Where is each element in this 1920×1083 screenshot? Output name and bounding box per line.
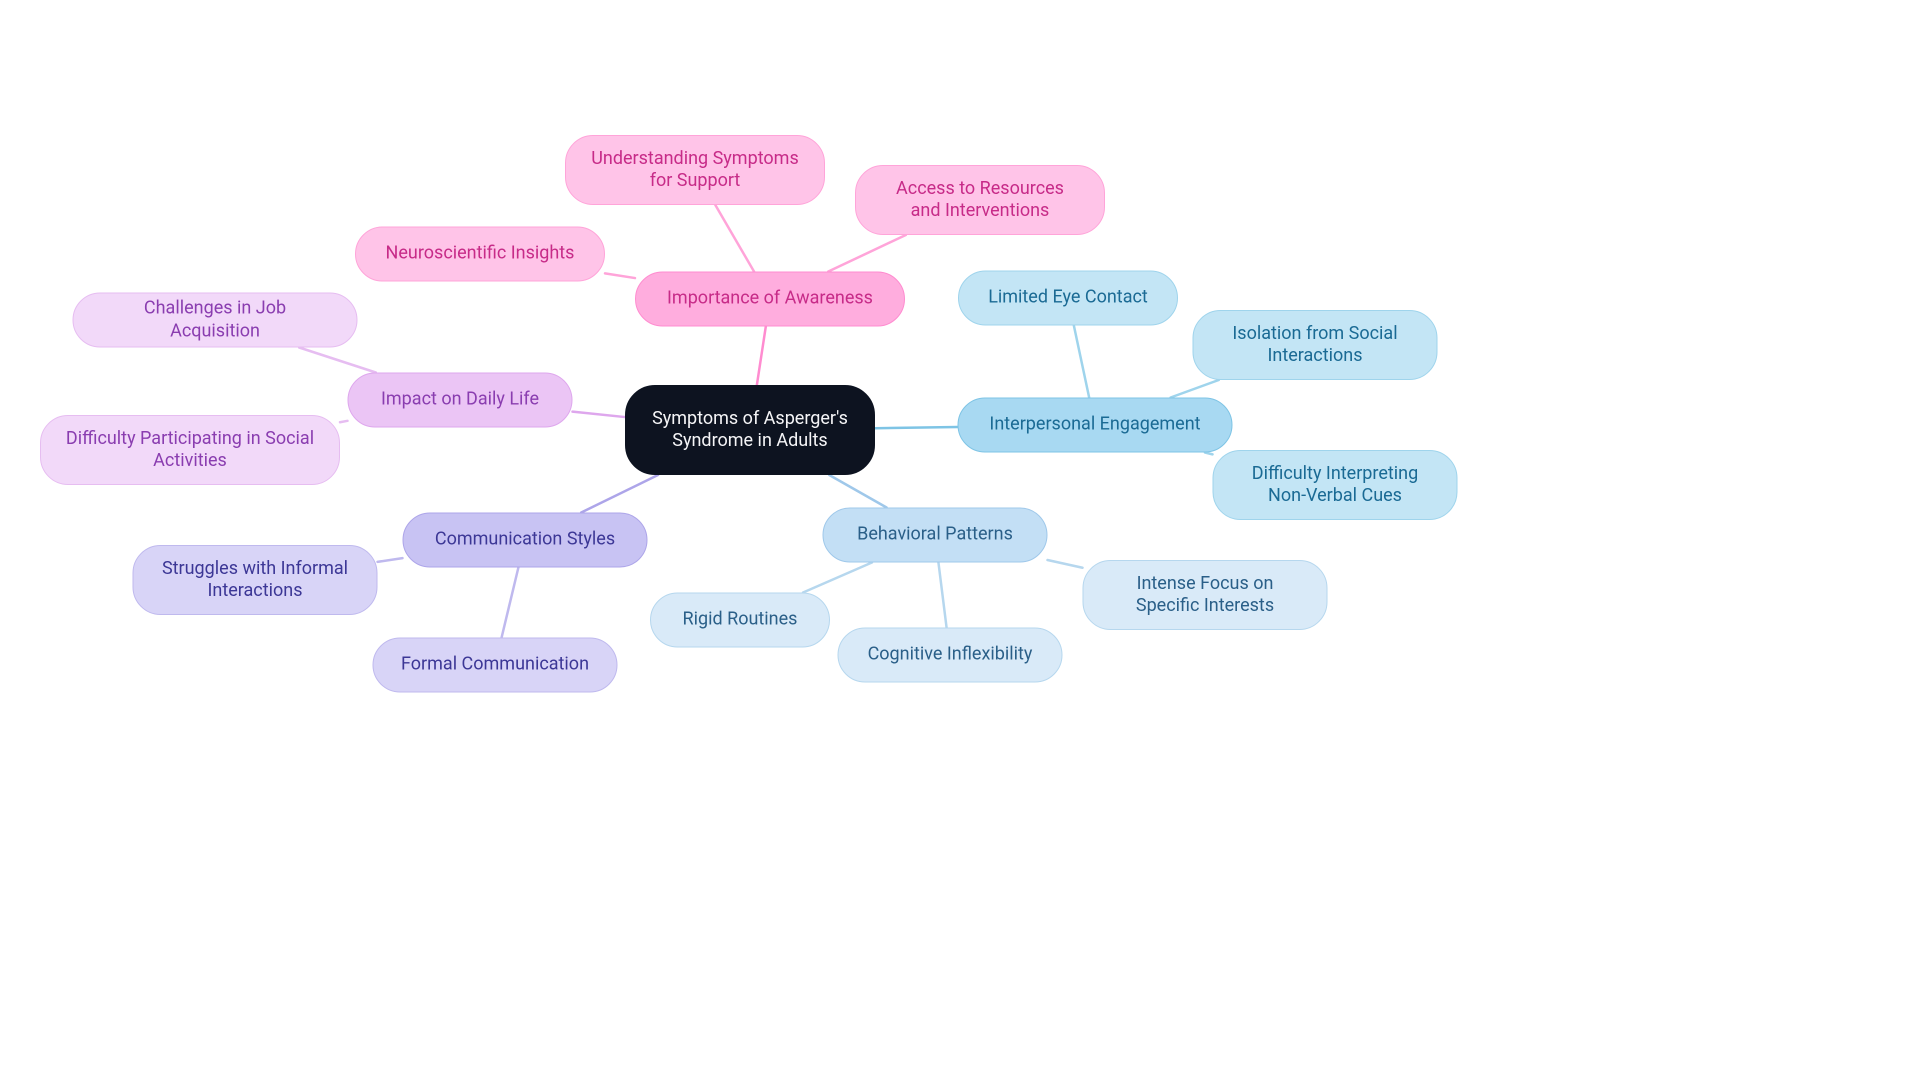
node-label: Struggles with Informal Interactions: [158, 558, 353, 603]
node-label: Limited Eye Contact: [988, 287, 1148, 310]
node-label: Interpersonal Engagement: [989, 414, 1200, 437]
edge: [1171, 380, 1219, 398]
node-informal: Struggles with Informal Interactions: [133, 545, 378, 615]
node-resources: Access to Resources and Interventions: [855, 165, 1105, 235]
edge: [828, 235, 905, 272]
node-label: Difficulty Interpreting Non-Verbal Cues: [1238, 463, 1433, 508]
edge: [1205, 453, 1213, 455]
node-label: Behavioral Patterns: [857, 524, 1013, 547]
edge: [1048, 560, 1083, 568]
edge: [875, 427, 958, 428]
node-communication: Communication Styles: [403, 513, 648, 568]
edge: [573, 412, 626, 417]
node-eye-contact: Limited Eye Contact: [958, 271, 1178, 326]
node-isolation: Isolation from Social Interactions: [1193, 310, 1438, 380]
node-label: Importance of Awareness: [667, 288, 873, 311]
node-jobs: Challenges in Job Acquisition: [73, 293, 358, 348]
node-root: Symptoms of Asperger's Syndrome in Adult…: [625, 385, 875, 475]
node-label: Intense Focus on Specific Interests: [1108, 573, 1303, 618]
node-impact: Impact on Daily Life: [348, 373, 573, 428]
node-label: Neuroscientific Insights: [386, 243, 575, 266]
node-understanding: Understanding Symptoms for Support: [565, 135, 825, 205]
edge: [715, 205, 754, 272]
node-label: Challenges in Job Acquisition: [98, 298, 333, 343]
node-label: Understanding Symptoms for Support: [590, 148, 800, 193]
node-label: Isolation from Social Interactions: [1218, 323, 1413, 368]
edge: [605, 273, 635, 278]
edge: [502, 568, 519, 638]
node-label: Formal Communication: [401, 654, 589, 677]
edge: [829, 475, 886, 508]
node-awareness: Importance of Awareness: [635, 272, 905, 327]
node-label: Difficulty Participating in Social Activ…: [65, 428, 315, 473]
edge: [938, 563, 946, 628]
node-label: Rigid Routines: [683, 609, 798, 632]
edge: [581, 475, 658, 513]
edge: [803, 563, 872, 593]
edge: [1074, 326, 1089, 398]
node-formal: Formal Communication: [373, 638, 618, 693]
edge: [340, 421, 348, 422]
node-neuro: Neuroscientific Insights: [355, 227, 605, 282]
node-nonverbal: Difficulty Interpreting Non-Verbal Cues: [1213, 450, 1458, 520]
edge: [299, 348, 376, 373]
node-inflexibility: Cognitive Inflexibility: [838, 628, 1063, 683]
node-label: Communication Styles: [435, 529, 615, 552]
edge: [378, 558, 403, 562]
node-focus: Intense Focus on Specific Interests: [1083, 560, 1328, 630]
edge: [757, 327, 766, 386]
node-social-activities: Difficulty Participating in Social Activ…: [40, 415, 340, 485]
node-routines: Rigid Routines: [650, 593, 830, 648]
node-behavioral: Behavioral Patterns: [823, 508, 1048, 563]
node-label: Access to Resources and Interventions: [880, 178, 1080, 223]
node-label: Cognitive Inflexibility: [868, 644, 1033, 667]
node-label: Symptoms of Asperger's Syndrome in Adult…: [650, 408, 850, 453]
node-interpersonal: Interpersonal Engagement: [958, 398, 1233, 453]
node-label: Impact on Daily Life: [381, 389, 539, 412]
